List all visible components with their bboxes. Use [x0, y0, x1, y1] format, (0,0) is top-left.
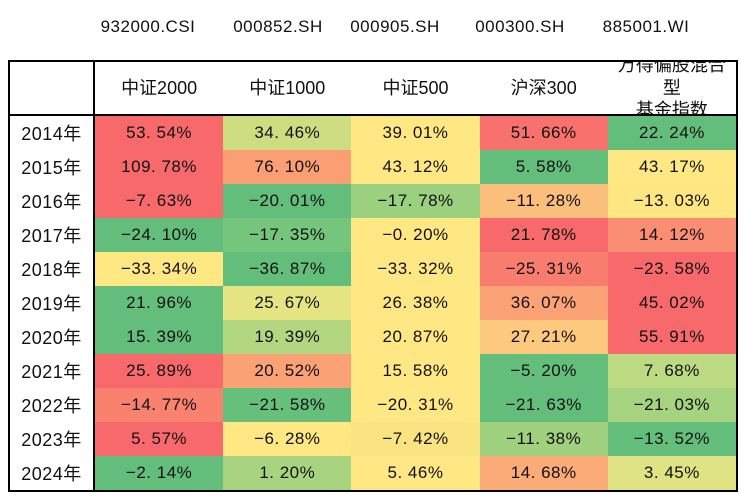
return-cell: −33. 32% [351, 252, 480, 286]
return-cell: 5. 58% [479, 150, 608, 184]
return-cell: −7. 42% [351, 422, 480, 456]
index-code: 932000.CSI [100, 17, 196, 36]
return-cell: 20. 87% [351, 320, 480, 354]
return-cell: −24. 10% [95, 218, 224, 252]
return-cell: −23. 58% [607, 252, 736, 286]
return-cell: 34. 46% [223, 116, 352, 150]
year-cell: 2024年 [10, 456, 95, 490]
return-cell: −13. 52% [607, 422, 736, 456]
return-cell: 21. 78% [479, 218, 608, 252]
return-cell: −11. 28% [479, 184, 608, 218]
return-cell: 76. 10% [223, 150, 352, 184]
return-cell: −21. 58% [223, 388, 352, 422]
return-cell: 1. 20% [223, 456, 352, 490]
return-cell: −5. 20% [479, 354, 608, 388]
return-cell: 19. 39% [223, 320, 352, 354]
return-cell: −7. 63% [95, 184, 224, 218]
year-cell: 2022年 [10, 388, 95, 422]
return-cell: 20. 52% [223, 354, 352, 388]
return-cell: −25. 31% [479, 252, 608, 286]
return-cell: 21. 96% [95, 286, 224, 320]
year-cell: 2015年 [10, 150, 95, 184]
return-cell: 25. 89% [95, 354, 224, 388]
return-cell: 55. 91% [607, 320, 736, 354]
return-cell: 53. 54% [95, 116, 224, 150]
annual-returns-heatmap-table: 中证2000 中证1000 中证500 沪深300 万得偏股混合型 基金指数 2014年 5… [8, 60, 738, 492]
return-cell: −14. 77% [95, 388, 224, 422]
return-cell: −0. 20% [351, 218, 480, 252]
return-cell: −2. 14% [95, 456, 224, 490]
column-header: 中证1000 [223, 62, 352, 116]
index-code: 000300.SH [475, 17, 565, 36]
return-cell: 15. 58% [351, 354, 480, 388]
column-header: 中证2000 [95, 62, 224, 116]
return-cell: 51. 66% [479, 116, 608, 150]
return-cell: 39. 01% [351, 116, 480, 150]
year-cell: 2020年 [10, 320, 95, 354]
return-cell: −21. 63% [479, 388, 608, 422]
return-cell: 22. 24% [607, 116, 736, 150]
year-cell: 2017年 [10, 218, 95, 252]
return-cell: −6. 28% [223, 422, 352, 456]
year-cell: 2019年 [10, 286, 95, 320]
return-cell: −13. 03% [607, 184, 736, 218]
year-cell: 2018年 [10, 252, 95, 286]
return-cell: 109. 78% [95, 150, 224, 184]
return-cell: −17. 78% [351, 184, 480, 218]
table-corner-cell [10, 62, 95, 116]
return-cell: 25. 67% [223, 286, 352, 320]
year-cell: 2023年 [10, 422, 95, 456]
return-cell: −17. 35% [223, 218, 352, 252]
year-cell: 2021年 [10, 354, 95, 388]
return-cell: −11. 38% [479, 422, 608, 456]
return-cell: −20. 01% [223, 184, 352, 218]
return-cell: 45. 02% [607, 286, 736, 320]
return-cell: 27. 21% [479, 320, 608, 354]
index-code: 000905.SH [350, 17, 440, 36]
return-cell: −20. 31% [351, 388, 480, 422]
return-cell: 26. 38% [351, 286, 480, 320]
return-cell: 14. 68% [479, 456, 608, 490]
return-cell: −33. 34% [95, 252, 224, 286]
index-code: 000852.SH [233, 17, 323, 36]
year-cell: 2014年 [10, 116, 95, 150]
year-cell: 2016年 [10, 184, 95, 218]
return-cell: 7. 68% [607, 354, 736, 388]
return-cell: −21. 03% [607, 388, 736, 422]
return-cell: 14. 12% [607, 218, 736, 252]
return-cell: 36. 07% [479, 286, 608, 320]
return-cell: 5. 46% [351, 456, 480, 490]
return-cell: 5. 57% [95, 422, 224, 456]
return-cell: 15. 39% [95, 320, 224, 354]
return-cell: 43. 17% [607, 150, 736, 184]
return-cell: 3. 45% [607, 456, 736, 490]
return-cell: 43. 12% [351, 150, 480, 184]
return-cell: −36. 87% [223, 252, 352, 286]
index-code: 885001.WI [602, 17, 690, 36]
column-header: 万得偏股混合型 基金指数 [607, 62, 736, 116]
column-header: 沪深300 [479, 62, 608, 116]
column-header: 中证500 [351, 62, 480, 116]
index-codes-row: 932000.CSI 000852.SH 000905.SH 000300.SH… [0, 17, 746, 41]
